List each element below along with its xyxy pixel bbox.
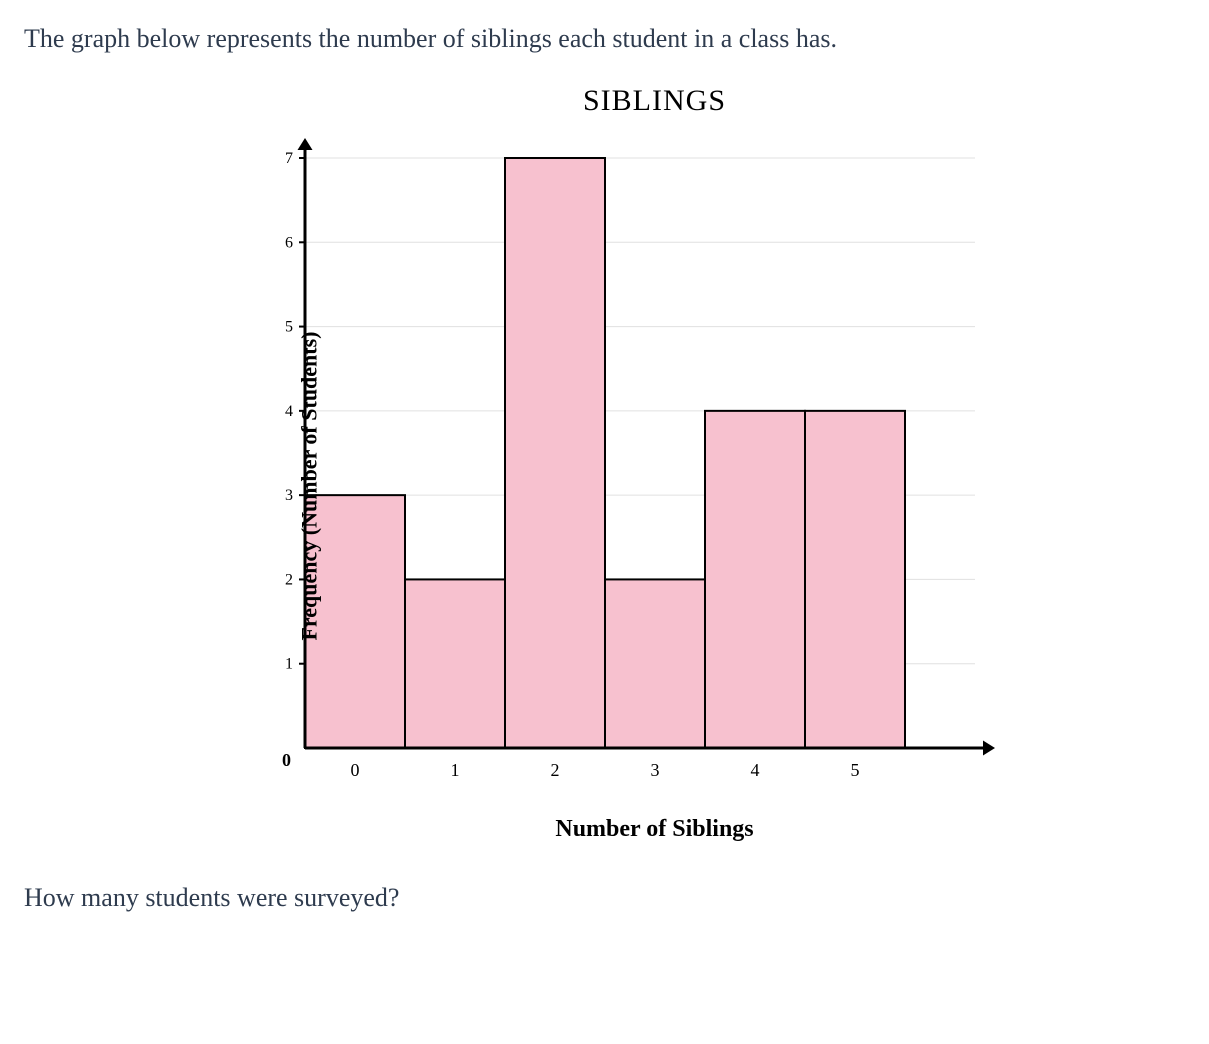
origin-label: 0 — [282, 750, 291, 770]
x-tick-label: 5 — [850, 760, 859, 780]
y-axis-label: Frequency (Number of Students) — [296, 331, 322, 640]
question-text: How many students were surveyed? — [24, 883, 1185, 913]
x-axis-arrow — [983, 741, 995, 756]
bar-4 — [705, 411, 805, 748]
y-tick-label: 2 — [285, 571, 293, 588]
x-tick-label: 2 — [550, 760, 559, 780]
bar-2 — [505, 158, 605, 748]
x-axis-label: Number of Siblings — [165, 816, 1045, 843]
y-tick-label: 1 — [285, 656, 293, 673]
x-tick-label: 1 — [450, 760, 459, 780]
x-tick-label: 4 — [750, 760, 759, 780]
y-tick-label: 7 — [285, 150, 293, 167]
bar-1 — [405, 579, 505, 748]
x-tick-label: 0 — [350, 760, 359, 780]
x-tick-label: 3 — [650, 760, 659, 780]
bar-5 — [805, 411, 905, 748]
y-tick-label: 5 — [285, 319, 293, 336]
bar-chart: 1 2 3 4 5 6 7 0 0 1 2 3 4 5 — [205, 128, 1005, 808]
y-tick-label: 3 — [285, 487, 293, 504]
chart-title: SIBLINGS — [205, 84, 1005, 118]
y-axis-arrow — [297, 138, 312, 150]
intro-text: The graph below represents the number of… — [24, 24, 1185, 54]
y-tick-label: 4 — [285, 403, 293, 420]
y-tick-label: 6 — [285, 234, 293, 251]
chart-container: Frequency (Number of Students) 1 2 3 4 5 6 7 0 0… — [165, 128, 1045, 843]
bar-3 — [605, 579, 705, 748]
